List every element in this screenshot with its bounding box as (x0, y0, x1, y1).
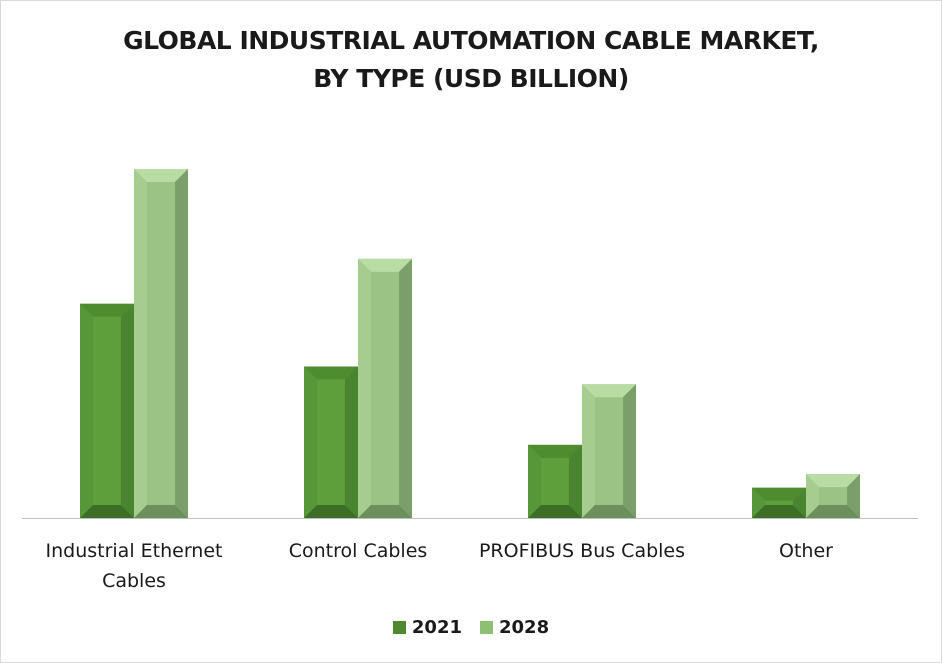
bar-bevel-right (569, 444, 582, 518)
bar-bevel-bottom (752, 505, 806, 518)
bar-2028-0 (134, 168, 188, 518)
bar-bevel-left (806, 474, 819, 518)
title-line-2: BY TYPE (USD BILLION) (313, 64, 629, 93)
bar-bevel-left (752, 487, 765, 518)
bar-bevel-right (399, 258, 412, 518)
category-label-3: Other (779, 540, 833, 562)
bar-2021-2 (528, 444, 582, 518)
bar-2021-1 (304, 366, 358, 518)
chart-title: GLOBAL INDUSTRIAL AUTOMATION CABLE MARKE… (0, 22, 942, 98)
bar-bevel-right (623, 384, 636, 518)
bar-2028-2 (582, 384, 636, 518)
category-label-0: Industrial Ethernet Cables (46, 540, 223, 592)
bar-bevel-bottom (806, 505, 860, 518)
legend-swatch-2021 (392, 621, 406, 634)
bar-bevel-bottom (134, 505, 188, 518)
bar-bevel-left (134, 168, 147, 518)
legend-label-2021: 2021 (411, 617, 462, 638)
bar-bevel-bottom (582, 505, 636, 518)
bar-bevel-top (80, 303, 134, 317)
title-line-1: GLOBAL INDUSTRIAL AUTOMATION CABLE MARKE… (123, 26, 819, 55)
legend-swatch-2028 (480, 621, 493, 634)
bar-bevel-top (304, 366, 358, 380)
category-label-line: Other (779, 540, 833, 562)
bar-bevel-bottom (80, 505, 134, 518)
category-label-2: PROFIBUS Bus Cables (479, 540, 685, 562)
legend-item-2028: 2028 (480, 617, 549, 638)
bar-bevel-bottom (304, 505, 358, 518)
category-label-line: Industrial Ethernet (46, 540, 223, 562)
bar-bevel-right (345, 366, 358, 518)
bar-bevel-top (752, 487, 806, 501)
category-label-line: Cables (102, 570, 166, 592)
category-label-1: Control Cables (289, 540, 428, 562)
bar-bevel-left (528, 444, 541, 518)
legend-label-2028: 2028 (499, 617, 550, 638)
bar-2028-3 (806, 474, 860, 518)
bar-2021-3 (752, 487, 806, 518)
bar-bevel-top (528, 444, 582, 458)
bar-chart: Industrial Ethernet Cables Control Cables P… (22, 168, 918, 592)
bar-bevel-right (175, 168, 188, 518)
bar-bevel-top (358, 258, 412, 272)
legend: 2021 2028 (0, 617, 942, 638)
bar-bevel-bottom (528, 505, 582, 518)
legend-item-2021: 2021 (392, 617, 462, 638)
bar-bevel-right (793, 487, 806, 518)
bar-bevel-left (358, 258, 371, 518)
bar-bevel-bottom (358, 505, 412, 518)
bar-bevel-top (806, 474, 860, 488)
category-label-line: PROFIBUS Bus Cables (479, 540, 685, 562)
bar-bevel-top (134, 168, 188, 182)
bar-bevel-right (847, 474, 860, 518)
bar-bevel-left (582, 384, 595, 518)
bar-bevel-left (80, 303, 93, 518)
bar-2028-1 (358, 258, 412, 518)
category-label-line: Control Cables (289, 540, 428, 562)
bar-bevel-left (304, 366, 317, 518)
bar-bevel-right (121, 303, 134, 518)
bar-bevel-top (582, 384, 636, 398)
bar-2021-0 (80, 303, 134, 518)
